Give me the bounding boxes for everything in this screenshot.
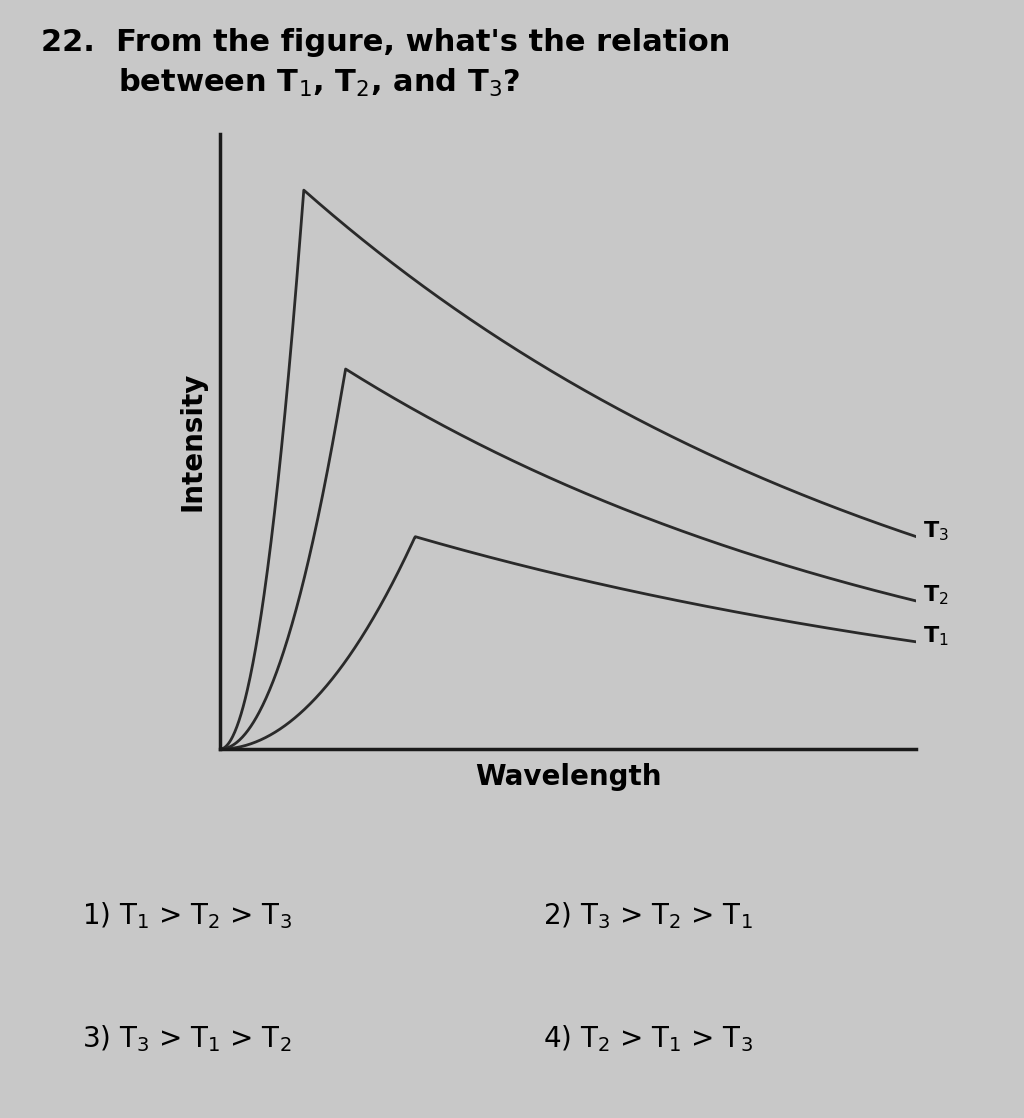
Text: 3) T$_3$ > T$_1$ > T$_2$: 3) T$_3$ > T$_1$ > T$_2$ [82,1023,292,1054]
Text: 2) T$_3$ > T$_2$ > T$_1$: 2) T$_3$ > T$_2$ > T$_1$ [543,900,753,931]
Text: T$_3$: T$_3$ [924,520,949,543]
Text: T$_1$: T$_1$ [924,625,949,648]
Text: 1) T$_1$ > T$_2$ > T$_3$: 1) T$_1$ > T$_2$ > T$_3$ [82,900,292,931]
Text: T$_2$: T$_2$ [924,584,949,607]
Text: between T$_1$, T$_2$, and T$_3$?: between T$_1$, T$_2$, and T$_3$? [118,67,520,100]
Y-axis label: Intensity: Intensity [178,372,206,511]
Text: 4) T$_2$ > T$_1$ > T$_3$: 4) T$_2$ > T$_1$ > T$_3$ [543,1023,753,1054]
X-axis label: Wavelength: Wavelength [475,762,662,790]
Text: 22.  From the figure, what's the relation: 22. From the figure, what's the relation [41,28,730,57]
